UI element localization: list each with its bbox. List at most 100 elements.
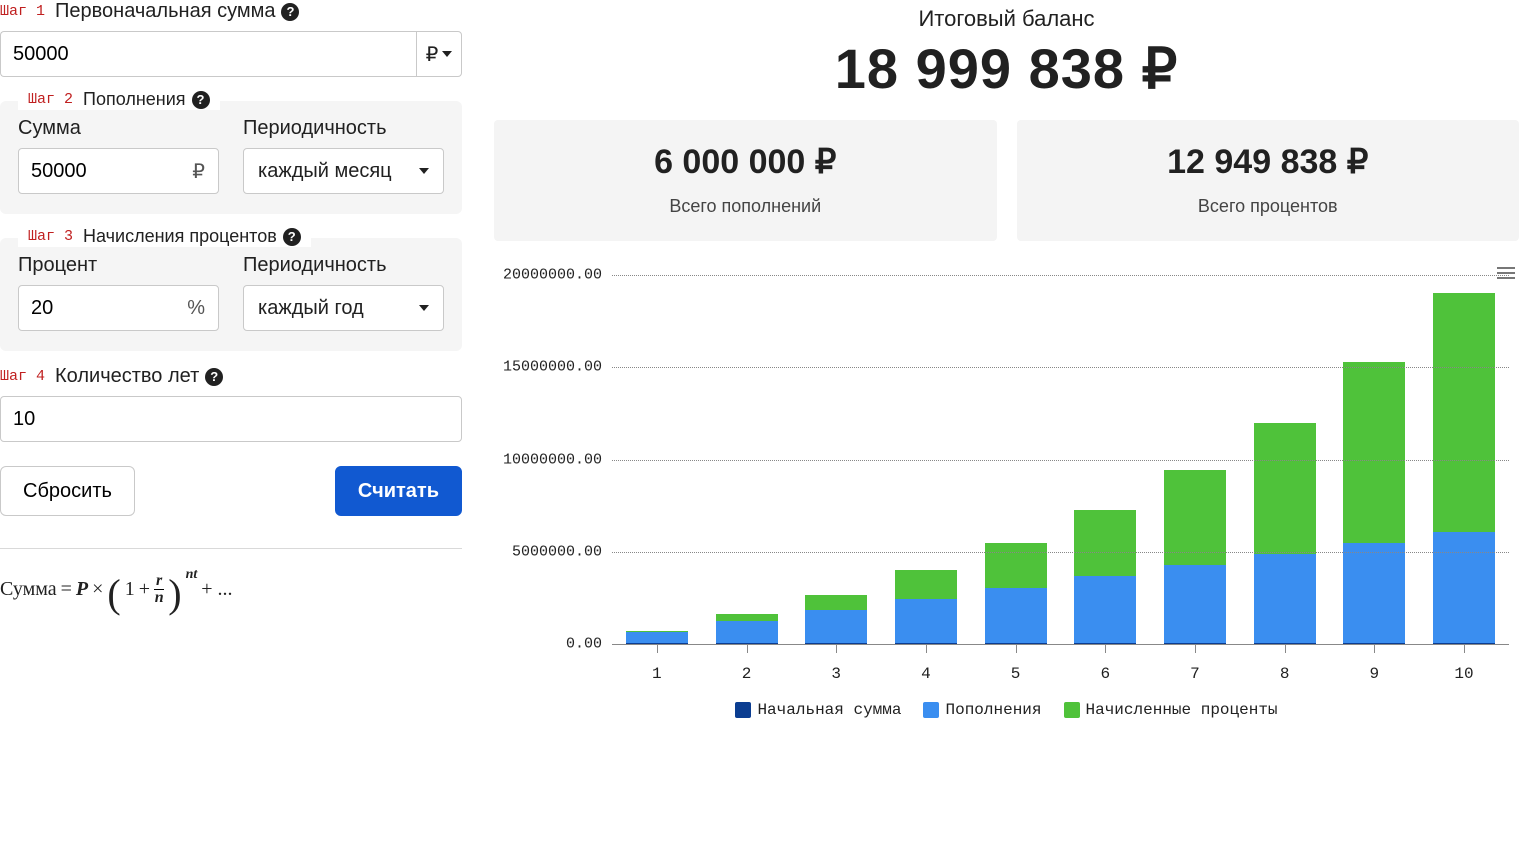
legend-swatch bbox=[923, 702, 939, 718]
formula-lhs: Сумма bbox=[0, 578, 57, 601]
chart-x-label: 2 bbox=[716, 645, 778, 695]
chart-bar-segment-initial bbox=[895, 643, 957, 644]
step-2-title: Пополнения bbox=[83, 89, 186, 110]
step-1-title: Первоначальная сумма bbox=[55, 0, 275, 23]
chart-gridline bbox=[612, 275, 1509, 276]
step-3-title: Начисления процентов bbox=[83, 226, 277, 247]
balance-chart: 0.005000000.0010000000.0015000000.002000… bbox=[612, 265, 1509, 695]
chart-y-label: 15000000.00 bbox=[503, 359, 612, 376]
chart-bar-segment-deposits bbox=[985, 588, 1047, 644]
legend-label: Пополнения bbox=[945, 701, 1041, 719]
rate-frequency-value: каждый год bbox=[258, 297, 364, 320]
chart-bar-segment-deposits bbox=[1254, 554, 1316, 643]
currency-symbol: ₽ bbox=[192, 148, 205, 194]
chevron-down-icon bbox=[419, 305, 429, 311]
help-icon[interactable]: ? bbox=[283, 228, 301, 246]
chart-y-label: 5000000.00 bbox=[512, 543, 612, 560]
chart-x-label: 1 bbox=[626, 645, 688, 695]
step-1: Шаг 1 Первоначальная сумма ? ₽ bbox=[0, 0, 462, 77]
rate-frequency-select[interactable]: каждый год bbox=[243, 285, 444, 331]
deposit-amount-label: Сумма bbox=[18, 117, 219, 140]
chart-x-label: 10 bbox=[1433, 645, 1495, 695]
initial-amount-row: ₽ bbox=[0, 31, 462, 77]
deposit-frequency-select[interactable]: каждый месяц bbox=[243, 148, 444, 194]
chart-bar-segment-initial bbox=[1254, 643, 1316, 644]
chart-bar-segment-initial bbox=[1343, 643, 1405, 644]
chart-bar-segment-interest bbox=[805, 595, 867, 610]
legend-label: Начисленные проценты bbox=[1086, 701, 1278, 719]
chart-x-label: 6 bbox=[1074, 645, 1136, 695]
step-4-label: Шаг 4 bbox=[0, 368, 45, 385]
summary-interest-label: Всего процентов bbox=[1027, 196, 1510, 217]
chart-bar-segment-interest bbox=[895, 570, 957, 599]
legend-swatch bbox=[1064, 702, 1080, 718]
years-input[interactable] bbox=[0, 396, 462, 442]
help-icon[interactable]: ? bbox=[281, 3, 299, 21]
deposit-amount-input[interactable] bbox=[18, 148, 219, 194]
separator bbox=[0, 548, 462, 549]
summary-interest-value: 12 949 838 ₽ bbox=[1027, 142, 1510, 182]
deposit-frequency-value: каждый месяц bbox=[258, 160, 392, 183]
chart-legend: Начальная сумма Пополнения Начисленные про… bbox=[494, 701, 1519, 719]
chart-y-label: 10000000.00 bbox=[503, 451, 612, 468]
step-4-title: Количество лет bbox=[55, 365, 199, 388]
deposit-frequency-label: Периодичность bbox=[243, 117, 444, 140]
chart-bar-segment-initial bbox=[985, 643, 1047, 644]
step-1-label: Шаг 1 bbox=[0, 3, 45, 20]
chart-x-label: 8 bbox=[1254, 645, 1316, 695]
step-4: Шаг 4 Количество лет ? bbox=[0, 365, 462, 442]
legend-item-deposits[interactable]: Пополнения bbox=[923, 701, 1041, 719]
chart-x-label: 7 bbox=[1164, 645, 1226, 695]
chart-bar-segment-initial bbox=[1433, 643, 1495, 644]
legend-item-interest[interactable]: Начисленные проценты bbox=[1064, 701, 1278, 719]
help-icon[interactable]: ? bbox=[192, 91, 210, 109]
summary-deposits-value: 6 000 000 ₽ bbox=[504, 142, 987, 182]
chart-bar-segment-deposits bbox=[1343, 543, 1405, 643]
chevron-down-icon bbox=[419, 168, 429, 174]
chart-bar bbox=[1433, 293, 1495, 644]
initial-amount-input[interactable] bbox=[0, 31, 416, 77]
chart-bar bbox=[895, 570, 957, 644]
legend-item-initial[interactable]: Начальная сумма bbox=[735, 701, 901, 719]
rate-unit: % bbox=[187, 285, 205, 331]
chart-bar-segment-interest bbox=[985, 543, 1047, 587]
chart-bar-segment-deposits bbox=[1164, 565, 1226, 643]
chart-bar-segment-interest bbox=[1433, 293, 1495, 533]
chart-bar-segment-initial bbox=[1074, 643, 1136, 644]
rate-label: Процент bbox=[18, 254, 219, 277]
summary-cards: 6 000 000 ₽ Всего пополнений 12 949 838 … bbox=[494, 120, 1519, 241]
chart-x-label: 9 bbox=[1343, 645, 1405, 695]
step-3: Шаг 3 Начисления процентов ? Процент % П… bbox=[0, 238, 462, 351]
rate-frequency-label: Периодичность bbox=[243, 254, 444, 277]
chart-bar-segment-initial bbox=[626, 643, 688, 644]
chart-bar-segment-initial bbox=[716, 643, 778, 644]
chart-bar bbox=[626, 631, 688, 644]
chart-bar-segment-deposits bbox=[805, 610, 867, 643]
summary-interest: 12 949 838 ₽ Всего процентов bbox=[1017, 120, 1520, 241]
chart-gridline bbox=[612, 552, 1509, 553]
result-title: Итоговый баланс bbox=[494, 6, 1519, 32]
step-3-label: Шаг 3 bbox=[28, 228, 73, 245]
chart-bar-segment-initial bbox=[1164, 643, 1226, 644]
chevron-down-icon bbox=[442, 51, 452, 57]
legend-label: Начальная сумма bbox=[757, 701, 901, 719]
currency-select[interactable]: ₽ bbox=[416, 31, 462, 77]
chart-bar bbox=[716, 614, 778, 644]
chart-bar-segment-deposits bbox=[895, 599, 957, 643]
calculate-button[interactable]: Считать bbox=[335, 466, 462, 516]
step-2: Шаг 2 Пополнения ? Сумма ₽ Периодичность… bbox=[0, 101, 462, 214]
step-2-header: Шаг 2 Пополнения ? bbox=[18, 87, 220, 110]
chart-bar bbox=[1074, 510, 1136, 644]
summary-deposits-label: Всего пополнений bbox=[504, 196, 987, 217]
chart-y-label: 0.00 bbox=[566, 636, 612, 653]
chart-bar bbox=[805, 595, 867, 644]
step-2-label: Шаг 2 bbox=[28, 91, 73, 108]
chart-bar-segment-interest bbox=[1074, 510, 1136, 577]
step-3-header: Шаг 3 Начисления процентов ? bbox=[18, 224, 311, 247]
result-total: 18 999 838 ₽ bbox=[494, 36, 1519, 102]
chart-bar-segment-interest bbox=[716, 614, 778, 621]
help-icon[interactable]: ? bbox=[205, 368, 223, 386]
reset-button[interactable]: Сбросить bbox=[0, 466, 135, 516]
chart-plot-area: 0.005000000.0010000000.0015000000.002000… bbox=[612, 275, 1509, 645]
chart-bar-segment-initial bbox=[805, 643, 867, 644]
